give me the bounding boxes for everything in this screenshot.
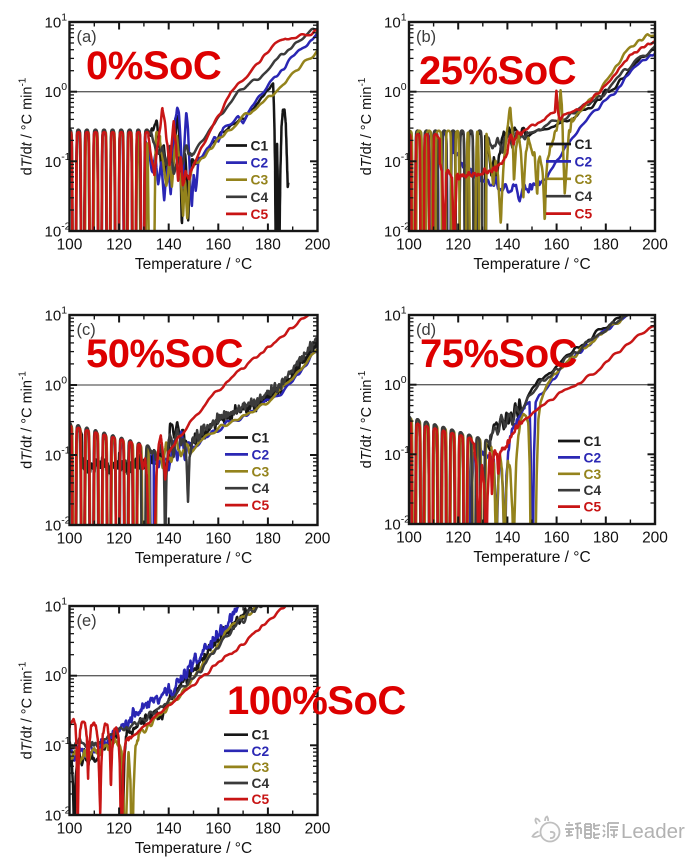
- svg-text:dT/dt / °C min-1: dT/dt / °C min-1: [357, 370, 375, 468]
- svg-text:dT/dt / °C min-1: dT/dt / °C min-1: [18, 661, 36, 759]
- svg-text:180: 180: [593, 530, 619, 547]
- svg-text:C1: C1: [575, 137, 593, 152]
- svg-text:100: 100: [57, 531, 83, 548]
- svg-text:100: 100: [57, 821, 83, 838]
- svg-text:25%SoC: 25%SoC: [419, 49, 576, 93]
- svg-text:100%SoC: 100%SoC: [227, 679, 406, 723]
- svg-text:(e): (e): [77, 612, 97, 630]
- svg-text:C3: C3: [251, 173, 269, 188]
- svg-text:C4: C4: [575, 189, 593, 204]
- svg-text:(d): (d): [416, 321, 436, 339]
- svg-text:Temperature / °C: Temperature / °C: [473, 549, 590, 566]
- svg-text:C1: C1: [252, 728, 270, 743]
- svg-text:C5: C5: [584, 500, 602, 515]
- svg-text:140: 140: [156, 531, 182, 548]
- svg-text:120: 120: [106, 237, 132, 254]
- svg-text:200: 200: [642, 237, 668, 254]
- svg-text:140: 140: [494, 530, 520, 547]
- svg-text:180: 180: [255, 237, 281, 254]
- svg-text:180: 180: [593, 237, 619, 254]
- svg-text:200: 200: [305, 237, 331, 254]
- svg-text:C4: C4: [252, 481, 270, 496]
- svg-text:160: 160: [205, 821, 231, 838]
- svg-text:100: 100: [57, 237, 83, 254]
- svg-text:Temperature / °C: Temperature / °C: [135, 256, 252, 273]
- svg-text:75%SoC: 75%SoC: [420, 332, 577, 376]
- svg-text:C2: C2: [252, 744, 270, 759]
- svg-text:Temperature / °C: Temperature / °C: [135, 550, 252, 567]
- svg-text:C1: C1: [251, 139, 269, 154]
- svg-text:0%SoC: 0%SoC: [86, 44, 221, 88]
- svg-text:dT/dt / °C min-1: dT/dt / °C min-1: [357, 77, 375, 175]
- svg-text:C1: C1: [584, 434, 602, 449]
- svg-text:C2: C2: [252, 447, 270, 462]
- svg-text:160: 160: [544, 530, 570, 547]
- svg-text:120: 120: [445, 530, 471, 547]
- svg-text:C4: C4: [252, 776, 270, 791]
- svg-text:C2: C2: [575, 154, 593, 169]
- svg-text:(c): (c): [77, 321, 96, 339]
- svg-text:120: 120: [106, 821, 132, 838]
- svg-text:C3: C3: [575, 172, 593, 187]
- svg-text:dT/dt / °C min-1: dT/dt / °C min-1: [18, 77, 36, 175]
- svg-text:180: 180: [255, 531, 281, 548]
- svg-text:180: 180: [255, 821, 281, 838]
- svg-text:200: 200: [642, 530, 668, 547]
- svg-text:160: 160: [544, 237, 570, 254]
- svg-text:C3: C3: [252, 464, 270, 479]
- svg-text:50%SoC: 50%SoC: [86, 332, 243, 376]
- svg-text:C1: C1: [252, 431, 270, 446]
- svg-text:160: 160: [205, 531, 231, 548]
- svg-text:Leader: Leader: [621, 820, 685, 843]
- svg-text:100: 100: [396, 530, 422, 547]
- svg-text:200: 200: [305, 821, 331, 838]
- svg-text:dT/dt / °C min-1: dT/dt / °C min-1: [18, 371, 36, 469]
- svg-text:C5: C5: [251, 207, 269, 222]
- svg-text:C3: C3: [252, 760, 270, 775]
- svg-text:(b): (b): [416, 28, 436, 46]
- svg-text:120: 120: [445, 237, 471, 254]
- svg-text:C5: C5: [252, 792, 270, 807]
- svg-text:120: 120: [106, 531, 132, 548]
- svg-text:200: 200: [305, 531, 331, 548]
- svg-text:C4: C4: [251, 190, 269, 205]
- svg-text:C5: C5: [575, 207, 593, 222]
- svg-text:Temperature / °C: Temperature / °C: [473, 256, 590, 273]
- svg-text:C5: C5: [252, 498, 270, 513]
- svg-text:140: 140: [156, 237, 182, 254]
- svg-text:C2: C2: [251, 156, 269, 171]
- svg-text:(a): (a): [77, 28, 97, 46]
- svg-text:C4: C4: [584, 483, 602, 498]
- svg-text:Temperature / °C: Temperature / °C: [135, 840, 252, 857]
- svg-text:140: 140: [156, 821, 182, 838]
- svg-text:C3: C3: [584, 467, 602, 482]
- svg-text:160: 160: [205, 237, 231, 254]
- svg-text:140: 140: [494, 237, 520, 254]
- svg-text:100: 100: [396, 237, 422, 254]
- svg-text:C2: C2: [584, 450, 602, 465]
